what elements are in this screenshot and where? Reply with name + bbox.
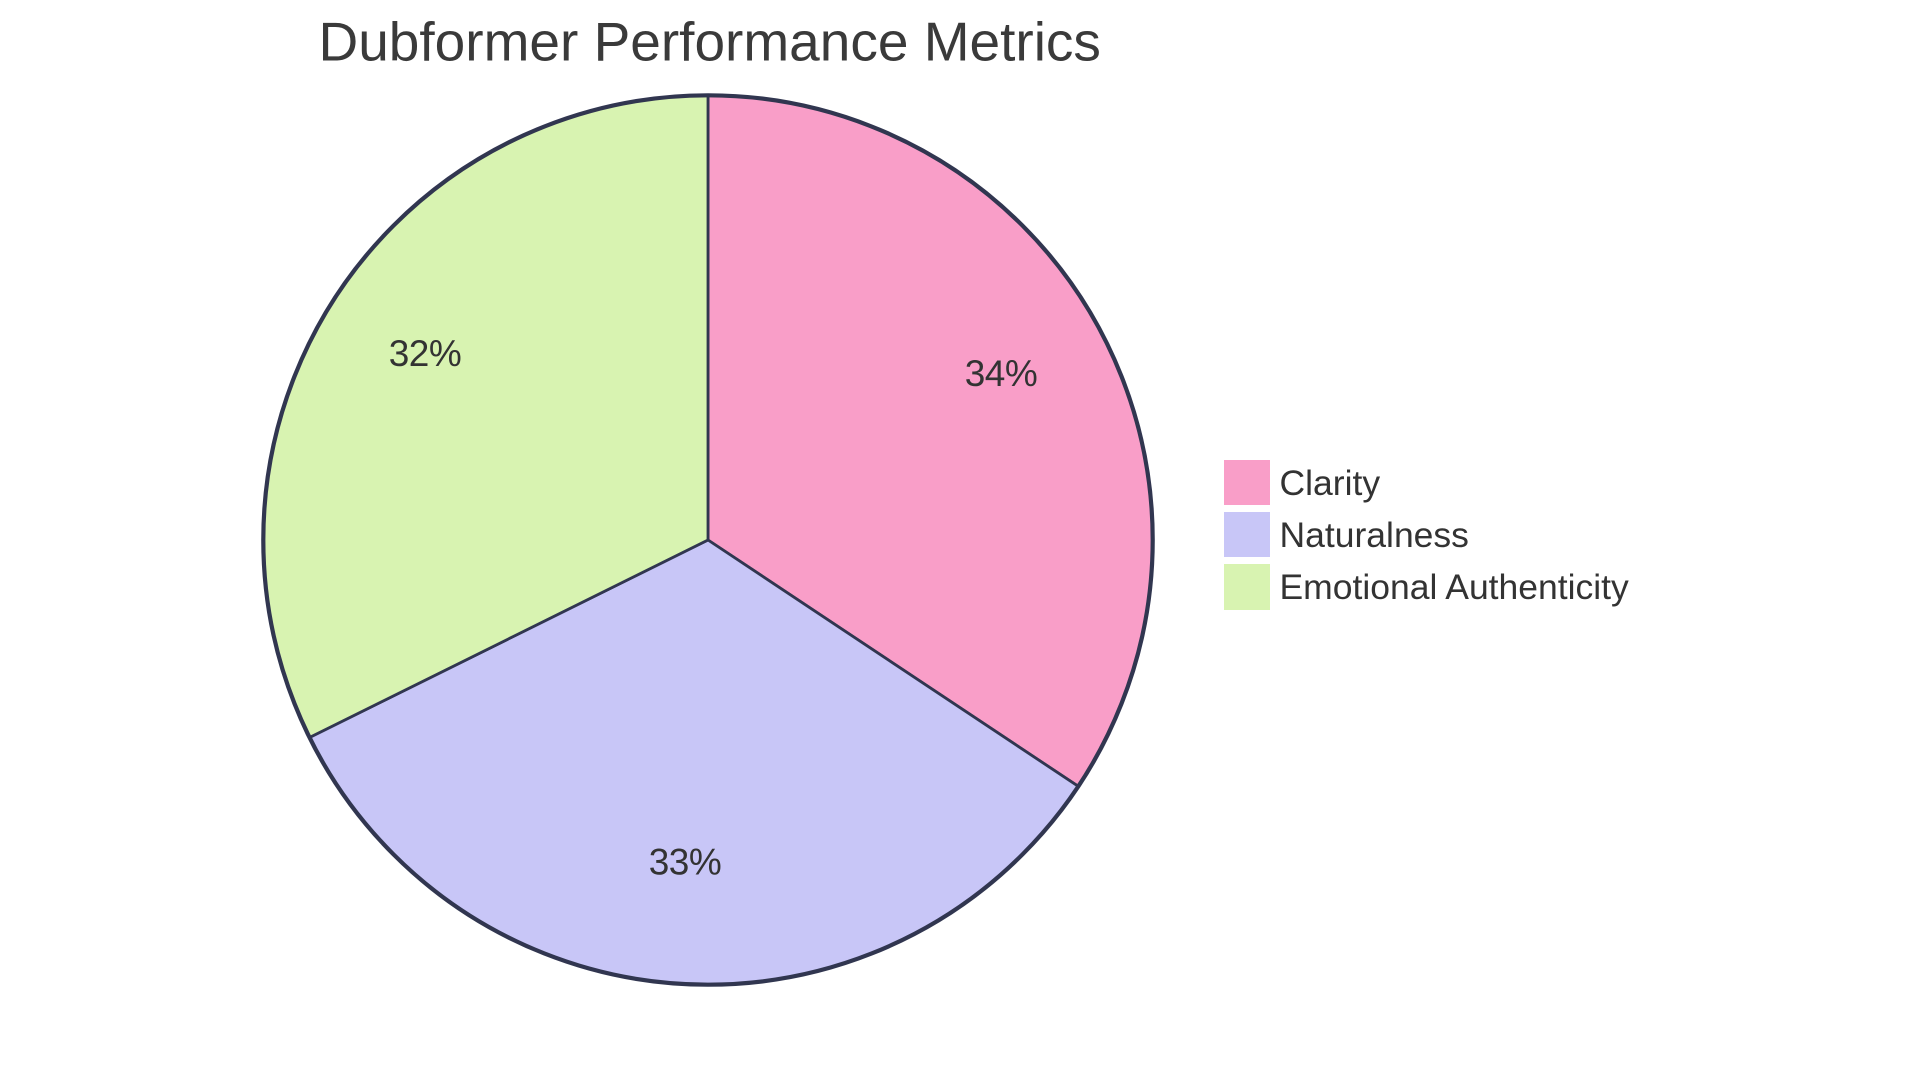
svg-text:Dubformer Performance Metrics: Dubformer Performance Metrics xyxy=(319,11,1101,73)
svg-text:32%: 32% xyxy=(389,333,462,374)
svg-text:33%: 33% xyxy=(649,842,722,883)
svg-text:34%: 34% xyxy=(965,353,1038,394)
